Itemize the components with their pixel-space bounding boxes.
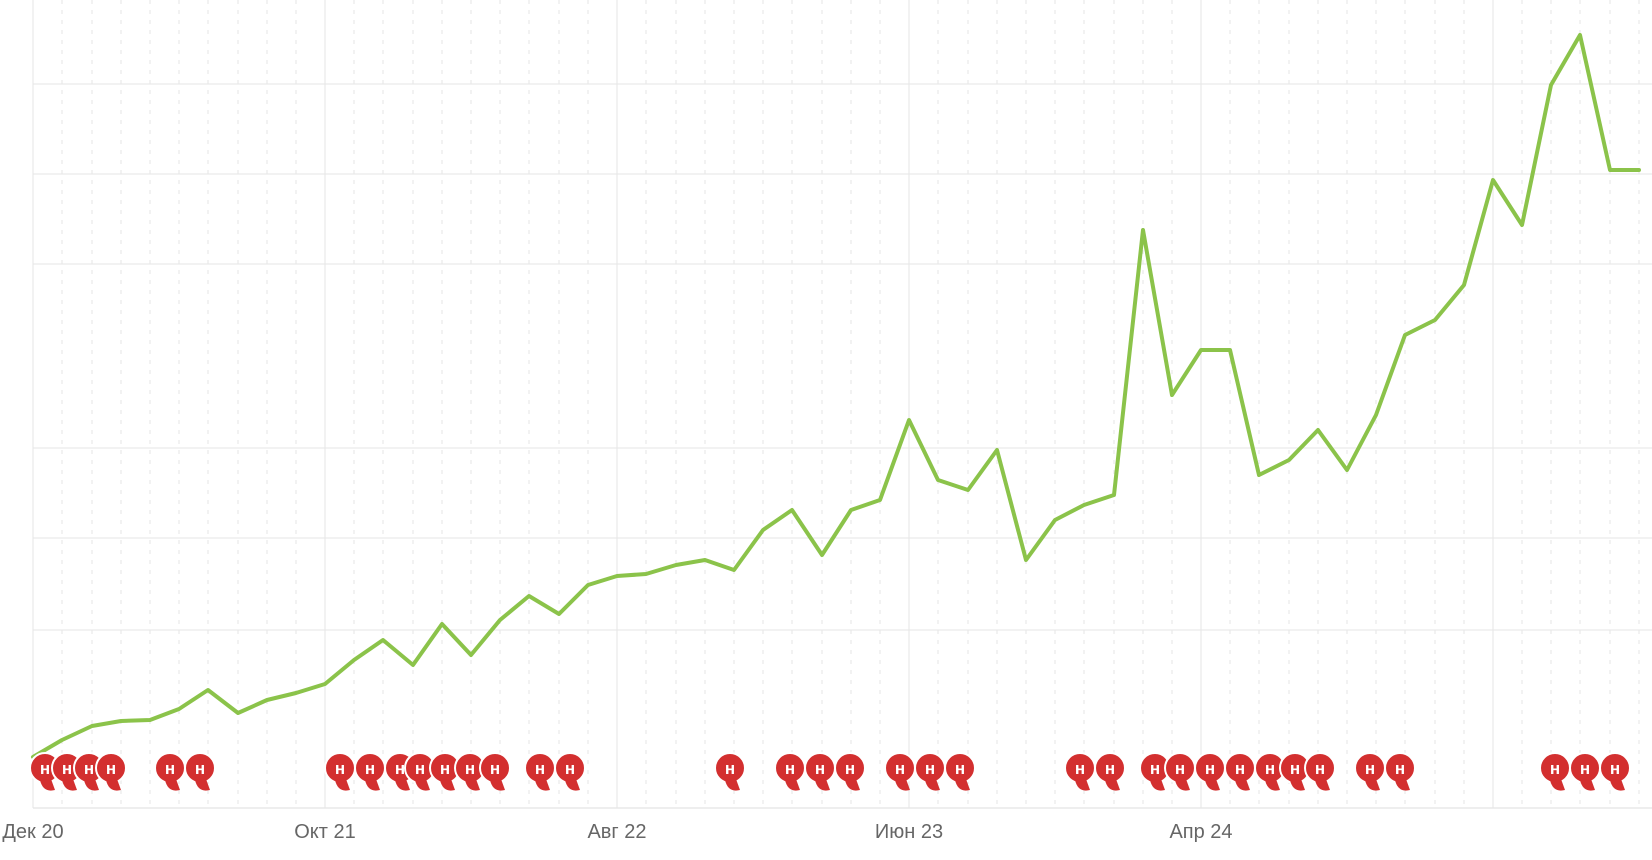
event-marker-label: н: [40, 759, 50, 778]
event-marker-label: н: [1610, 759, 1620, 778]
event-marker-label: н: [195, 759, 205, 778]
event-marker-label: н: [106, 759, 116, 778]
event-marker-label: н: [955, 759, 965, 778]
event-marker-label: н: [1205, 759, 1215, 778]
event-marker-label: н: [895, 759, 905, 778]
event-marker-label: н: [62, 759, 72, 778]
event-marker-label: н: [440, 759, 450, 778]
x-axis-label: Дек 20: [2, 821, 63, 843]
event-marker-label: н: [1105, 759, 1115, 778]
event-marker-label: н: [1395, 759, 1405, 778]
event-marker-label: н: [165, 759, 175, 778]
event-marker-label: н: [785, 759, 795, 778]
x-axis-label: Авг 22: [587, 821, 646, 843]
x-axis-label: Июн 23: [875, 821, 943, 843]
x-axis-label: Апр 24: [1169, 821, 1232, 843]
event-marker-label: н: [1235, 759, 1245, 778]
event-marker-label: н: [1175, 759, 1185, 778]
event-marker-label: н: [1075, 759, 1085, 778]
line-chart: Дек 20Окт 21Авг 22Июн 23Апр 24нннннннннн…: [0, 0, 1652, 860]
event-marker-label: н: [1365, 759, 1375, 778]
event-marker-label: н: [1290, 759, 1300, 778]
event-marker-label: н: [335, 759, 345, 778]
event-marker-label: н: [1550, 759, 1560, 778]
event-marker-label: н: [415, 759, 425, 778]
event-marker-label: н: [1315, 759, 1325, 778]
event-marker-label: н: [365, 759, 375, 778]
event-marker-label: н: [1150, 759, 1160, 778]
event-marker-label: н: [1580, 759, 1590, 778]
event-marker-label: н: [490, 759, 500, 778]
event-marker-label: н: [395, 759, 405, 778]
event-marker-label: н: [465, 759, 475, 778]
event-marker-label: н: [1265, 759, 1275, 778]
event-marker-label: н: [815, 759, 825, 778]
event-marker-label: н: [725, 759, 735, 778]
event-marker-label: н: [535, 759, 545, 778]
x-axis-label: Окт 21: [294, 821, 356, 843]
event-marker-label: н: [925, 759, 935, 778]
event-marker-label: н: [565, 759, 575, 778]
event-marker-label: н: [84, 759, 94, 778]
event-marker-label: н: [845, 759, 855, 778]
